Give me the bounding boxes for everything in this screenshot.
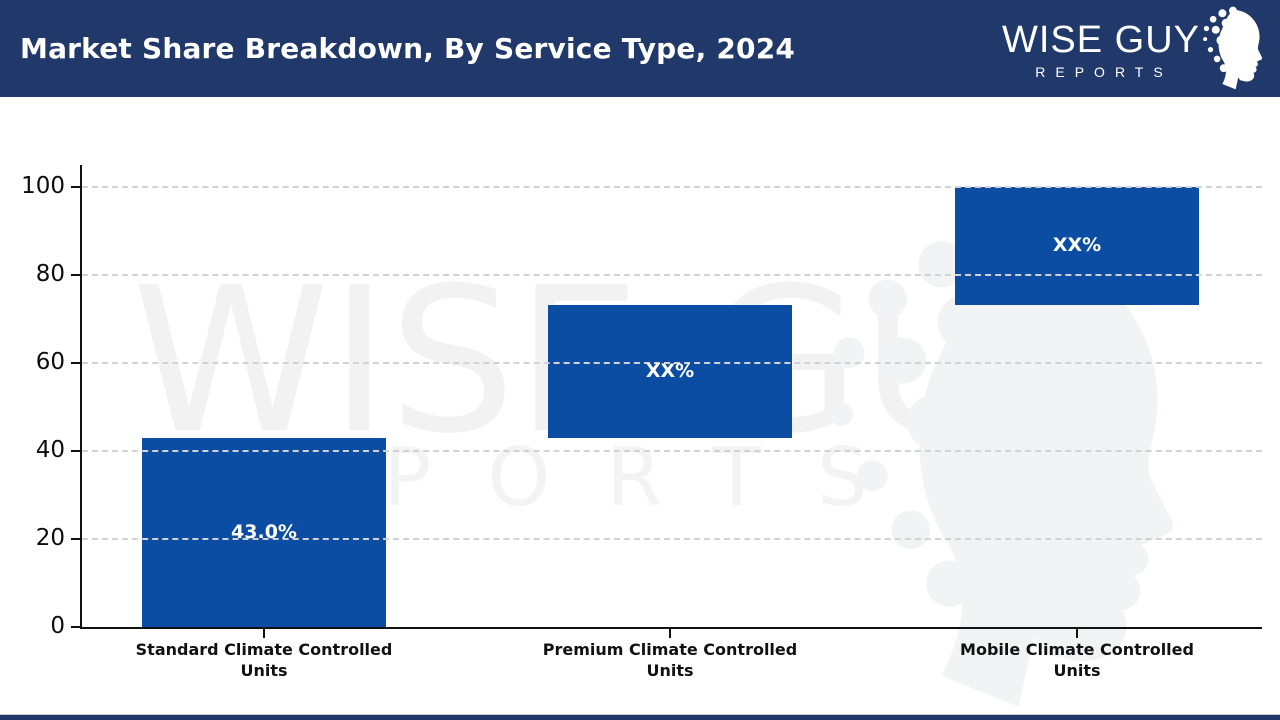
y-axis-tick-label: 100 bbox=[21, 173, 65, 199]
gridline bbox=[82, 450, 1262, 452]
y-axis-tick-label: 20 bbox=[35, 525, 65, 551]
x-axis-tick bbox=[1076, 629, 1078, 638]
y-axis-tick-label: 60 bbox=[35, 349, 65, 375]
y-axis-tick bbox=[71, 538, 80, 540]
logo-sub-wordmark: REPORTS bbox=[1035, 63, 1173, 80]
bar-value-label: 43.0% bbox=[231, 520, 297, 543]
bar-value-label: XX% bbox=[645, 359, 695, 382]
x-axis-line bbox=[80, 627, 1262, 629]
dotted-face-logo-icon bbox=[1186, 6, 1272, 92]
x-axis-tick bbox=[263, 629, 265, 638]
chart-title: Market Share Breakdown, By Service Type,… bbox=[20, 32, 796, 65]
logo-wordmark: WISE GUY bbox=[1001, 18, 1200, 61]
y-axis-tick bbox=[71, 626, 80, 628]
bar-value-label: XX% bbox=[1052, 234, 1102, 256]
header-band: Market Share Breakdown, By Service Type,… bbox=[0, 0, 1280, 97]
x-axis-category-label: Standard Climate Controlled Units bbox=[135, 640, 393, 681]
y-axis-line bbox=[80, 165, 82, 629]
y-axis-tick-label: 80 bbox=[35, 261, 65, 287]
x-axis-category-label: Premium Climate Controlled Units bbox=[542, 640, 798, 681]
gridline bbox=[82, 186, 1262, 188]
wise-guy-reports-logo: WISE GUY REPORTS bbox=[1002, 6, 1272, 92]
y-axis-tick bbox=[71, 186, 80, 188]
bar-segment bbox=[955, 187, 1199, 305]
gridline bbox=[82, 538, 1262, 540]
x-axis-tick bbox=[669, 629, 671, 638]
gridline bbox=[82, 274, 1262, 276]
y-axis-tick bbox=[71, 362, 80, 364]
bar-segment bbox=[548, 304, 792, 438]
y-axis-tick-label: 0 bbox=[50, 613, 65, 639]
x-axis-category-label: Mobile Climate Controlled Units bbox=[960, 640, 1194, 681]
y-axis-tick bbox=[71, 450, 80, 452]
footer-band bbox=[0, 714, 1280, 720]
y-axis-tick-label: 40 bbox=[35, 437, 65, 463]
logo-text: WISE GUY REPORTS bbox=[1002, 19, 1200, 80]
y-axis-tick bbox=[71, 274, 80, 276]
gridline bbox=[82, 362, 1262, 364]
bar-segment bbox=[142, 437, 386, 627]
